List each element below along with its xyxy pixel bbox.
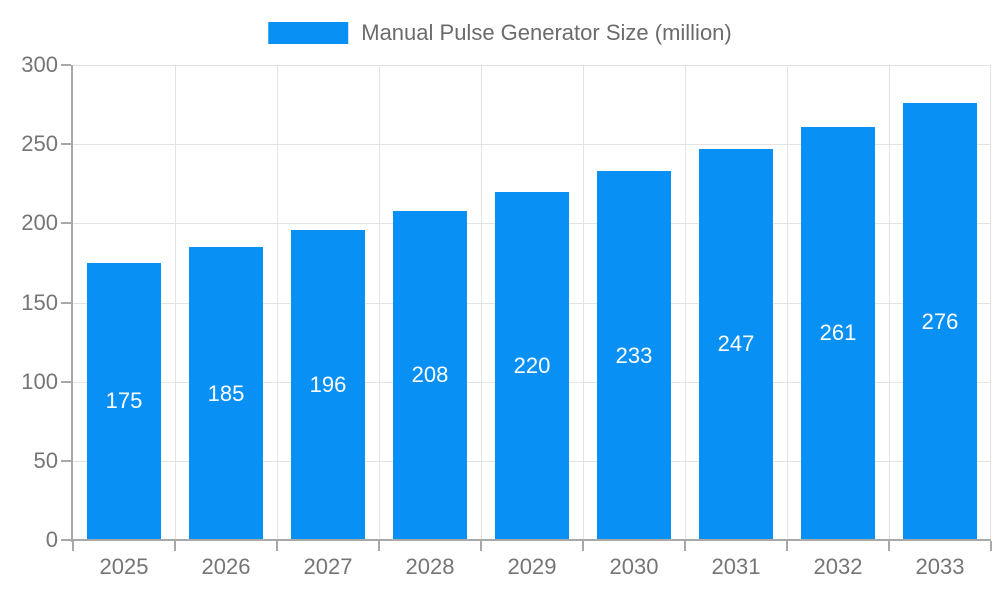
x-axis-line <box>71 539 991 541</box>
h-gridline-250 <box>73 144 991 146</box>
v-gridline-8 <box>889 65 890 540</box>
x-axis-tick-label-2028: 2028 <box>405 554 455 579</box>
v-gridline-7 <box>787 65 788 540</box>
x-axis-tick-2 <box>276 541 278 551</box>
v-gridline-2 <box>277 65 278 540</box>
x-axis-tick-label-2029: 2029 <box>507 554 557 579</box>
x-axis-tick-label-2030: 2030 <box>609 554 659 579</box>
y-axis-tick-label-50: 50 <box>33 447 58 473</box>
y-axis-tick-50 <box>61 459 71 462</box>
y-axis-tick-label-100: 100 <box>21 368 58 394</box>
v-gridline-6 <box>685 65 686 540</box>
x-axis-tick-label-2026: 2026 <box>201 554 251 579</box>
v-gridline-9 <box>990 65 991 540</box>
y-axis-tick-label-0: 0 <box>45 527 58 552</box>
bar-2033: 276 <box>903 103 977 540</box>
x-axis-tick-label-2025: 2025 <box>99 554 149 579</box>
y-axis-tick-100 <box>61 380 71 383</box>
v-gridline-1 <box>175 65 176 540</box>
x-axis-tick-1 <box>174 541 176 551</box>
v-gridline-4 <box>481 65 482 540</box>
bar-value-label-2027: 196 <box>309 371 347 397</box>
y-axis-tick-200 <box>61 222 71 225</box>
bar-value-label-2031: 247 <box>717 331 755 357</box>
y-axis-tick-250 <box>61 143 71 146</box>
v-gridline-3 <box>379 65 380 540</box>
legend-label: Manual Pulse Generator Size (million) <box>361 20 732 45</box>
h-gridline-300 <box>73 65 991 66</box>
x-axis-tick-9 <box>990 541 992 551</box>
x-axis-tick-6 <box>684 541 686 551</box>
x-axis-tick-label-2032: 2032 <box>813 554 863 579</box>
y-axis-tick-label-300: 300 <box>21 52 58 77</box>
bar-2029: 220 <box>495 191 569 540</box>
legend-swatch-icon <box>268 22 349 44</box>
y-axis-tick-0 <box>61 539 71 541</box>
bar-2030: 233 <box>597 171 671 540</box>
x-axis-tick-label-2027: 2027 <box>303 554 353 579</box>
x-axis-tick-0 <box>72 541 74 551</box>
bar-value-label-2029: 220 <box>513 352 551 378</box>
bar-value-label-2026: 185 <box>207 380 245 406</box>
x-axis-tick-5 <box>582 541 584 551</box>
bar-2026: 185 <box>189 247 263 540</box>
bar-2031: 247 <box>699 148 773 540</box>
x-axis-tick-7 <box>786 541 788 551</box>
x-axis-tick-label-2033: 2033 <box>915 554 965 579</box>
x-axis-tick-4 <box>480 541 482 551</box>
x-axis-tick-label-2031: 2031 <box>711 554 761 579</box>
y-axis-line <box>71 65 73 542</box>
x-axis-tick-3 <box>378 541 380 551</box>
v-gridline-5 <box>583 65 584 540</box>
x-axis-tick-8 <box>888 541 890 551</box>
bar-value-label-2032: 261 <box>819 320 857 346</box>
y-axis-tick-label-150: 150 <box>21 289 58 315</box>
bar-2025: 175 <box>87 262 161 540</box>
plot-area: 175 185 196 208 220 233 247 261 276 <box>73 65 991 540</box>
y-axis-tick-300 <box>61 64 71 66</box>
bar-value-label-2025: 175 <box>105 388 143 414</box>
chart-legend[interactable]: Manual Pulse Generator Size (million) <box>268 20 732 46</box>
bar-value-label-2028: 208 <box>411 362 449 388</box>
bar-value-label-2033: 276 <box>921 308 959 334</box>
bar-2027: 196 <box>291 229 365 540</box>
bar-2032: 261 <box>801 126 875 540</box>
y-axis-tick-label-200: 200 <box>21 210 58 236</box>
bar-2028: 208 <box>393 210 467 540</box>
y-axis-tick-label-250: 250 <box>21 131 58 157</box>
bar-value-label-2030: 233 <box>615 342 653 368</box>
y-axis-tick-150 <box>61 301 71 304</box>
